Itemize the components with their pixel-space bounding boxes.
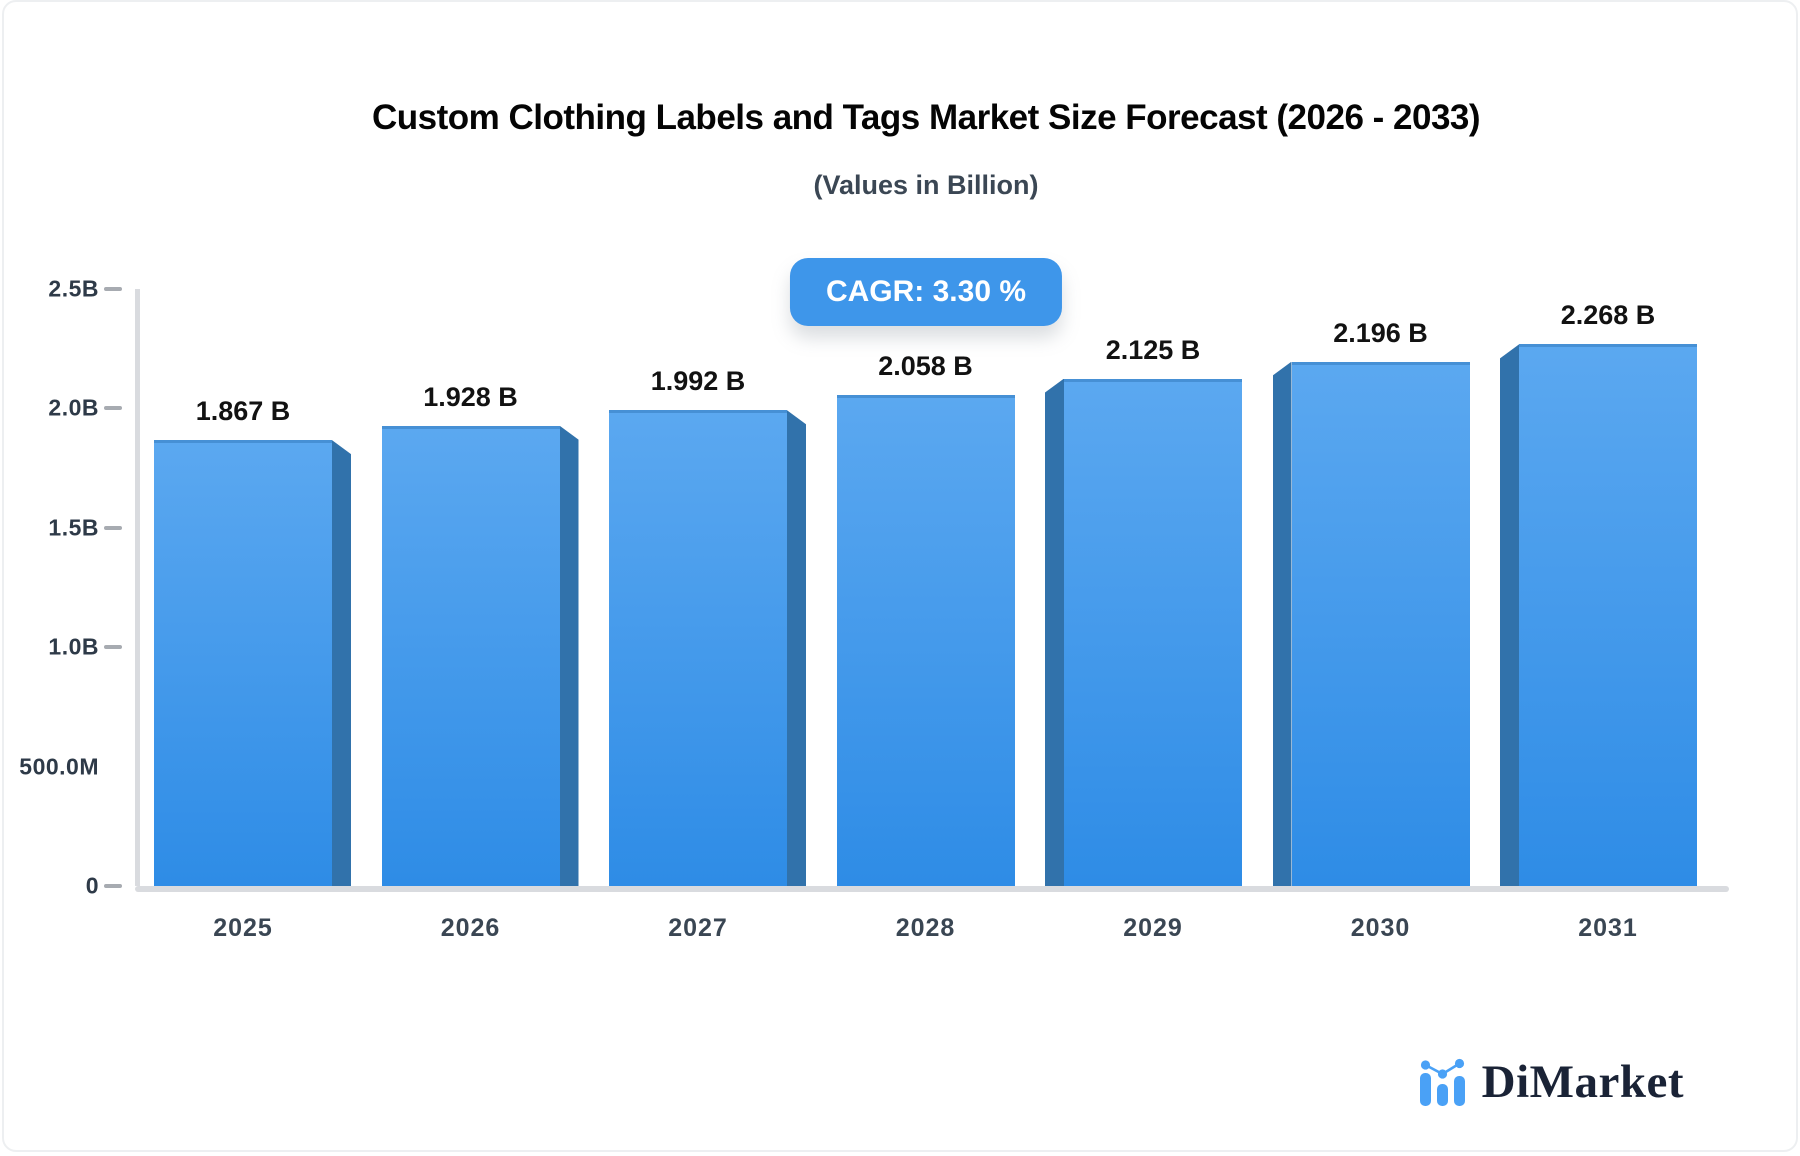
y-tick-dash [104,287,122,291]
bar-side-face [1500,344,1519,886]
cagr-badge: CAGR: 3.30 % [789,258,1063,326]
bar-value-label: 2.058 B [878,350,973,381]
y-tick-dash [104,645,122,650]
y-tick-label: 500.0M [19,753,99,780]
chart-header: Custom Clothing Labels and Tags Market S… [134,2,1718,352]
plot-area: 2.5B 2.0B 1.5B 1.0B 500.0M 0 1.867 B 2025 1.928 … [4,2,1796,1150]
bar-face [154,440,332,886]
x-axis-label: 2026 [440,914,501,942]
chart-subtitle: (Values in Billion) [813,170,1039,200]
bar-value-label: 1.867 B [195,396,291,427]
bar-value-label: 2.268 B [1560,300,1656,331]
y-tick-dash [104,406,122,411]
brand-logo: DiMarket [1418,1058,1684,1106]
bar-side-face [559,425,579,886]
brand-logo-text: DiMarket [1481,1056,1684,1108]
y-tick-label: 1.0B [48,633,99,660]
y-tick-dash [104,525,122,530]
x-axis-label: 2028 [895,914,956,942]
chart-title: Custom Clothing Labels and Tags Market S… [371,98,1481,137]
bar-face [1519,344,1697,886]
x-axis-label: 2029 [1123,914,1183,942]
bar-face [381,425,560,886]
y-tick-label: 2.0B [48,394,99,421]
x-axis-line [135,886,1729,892]
y-tick-label: 0 [85,872,99,899]
bar-value-label: 1.992 B [650,366,746,397]
bar-value-label: 2.125 B [1105,334,1201,365]
y-tick-label: 2.5B [48,275,99,302]
bar-side-face [1272,361,1292,886]
y-tick-label: 1.5B [48,514,99,541]
x-axis-label: 2030 [1350,914,1411,942]
bar-side-face [1045,378,1064,886]
y-axis-line [135,289,140,886]
bar-value-label: 2.196 B [1333,317,1428,348]
bar-chart-logo-icon [1418,1058,1468,1106]
bar-face [836,394,1015,886]
bar-side-face [332,440,351,886]
x-axis-label: 2031 [1578,914,1638,942]
bar-face [1064,378,1242,886]
bar-face [1291,361,1470,886]
bar-value-label: 1.928 B [423,381,518,412]
x-axis-label: 2025 [213,914,273,942]
bar-face [609,410,787,886]
y-tick-dash [104,884,122,888]
bar-side-face [787,410,806,886]
x-axis-label: 2027 [668,914,728,942]
